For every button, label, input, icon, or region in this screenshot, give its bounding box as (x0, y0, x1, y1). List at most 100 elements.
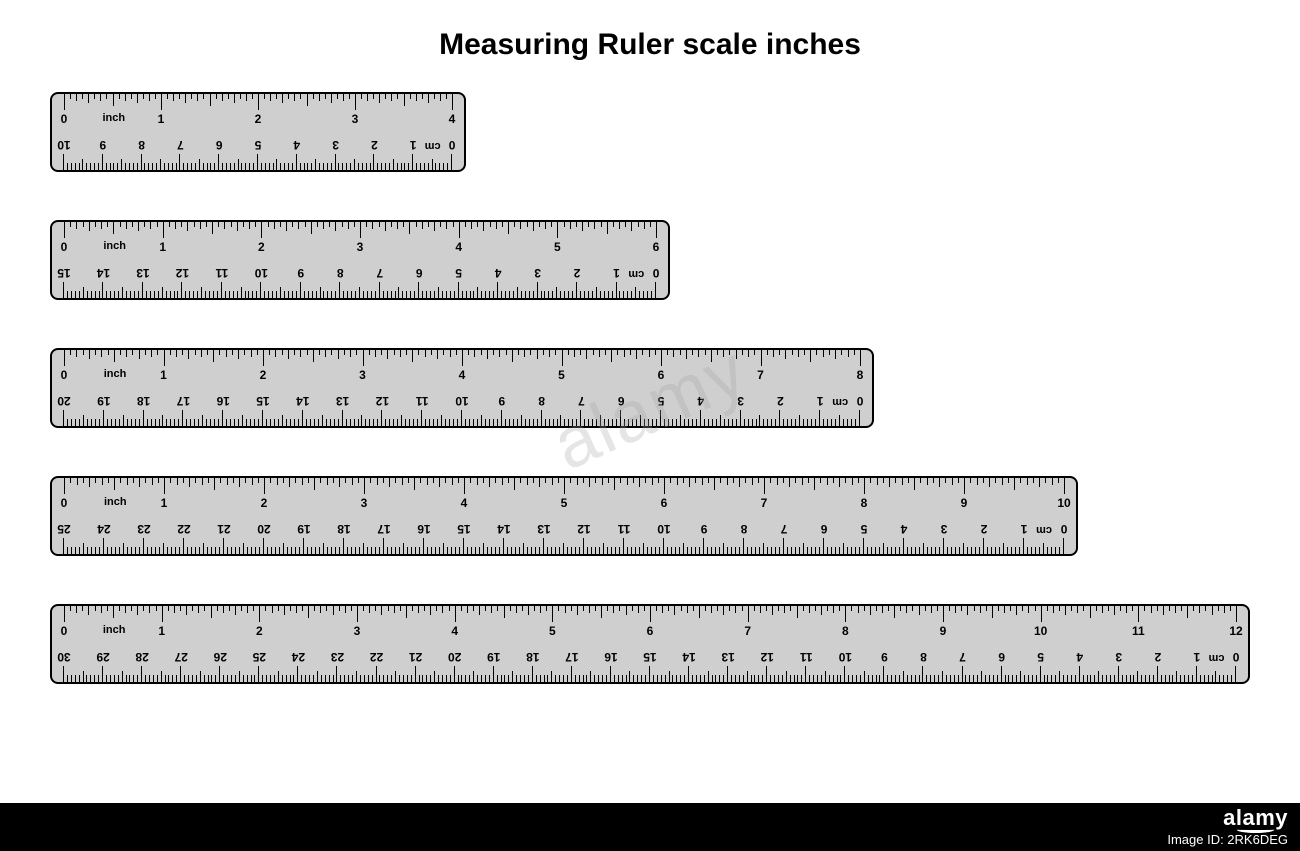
tick (717, 350, 718, 355)
tick (102, 666, 103, 682)
tick (296, 606, 297, 613)
tick (563, 675, 564, 682)
tick (381, 163, 382, 170)
tick (576, 419, 577, 426)
tick (175, 222, 176, 229)
tick (314, 419, 315, 426)
tick (606, 675, 607, 682)
inch-scale: 0123456inch (52, 222, 668, 262)
tick (343, 538, 344, 554)
tick (847, 547, 848, 554)
tick (803, 543, 804, 554)
tick (636, 419, 637, 426)
tick (524, 350, 525, 357)
inch-unit-label: inch (104, 368, 127, 380)
cm-number: 10 (455, 394, 468, 408)
tick (102, 478, 103, 485)
tick (155, 419, 156, 426)
tick (875, 547, 876, 554)
tick (321, 675, 322, 682)
tick (411, 547, 412, 554)
tick (642, 350, 643, 355)
tick (778, 606, 779, 611)
inch-number: 3 (359, 368, 366, 382)
tick (345, 606, 346, 613)
tick (302, 606, 303, 611)
tick (644, 222, 645, 229)
tick (196, 675, 197, 682)
tick (937, 606, 938, 611)
tick (445, 419, 446, 426)
tick (572, 419, 573, 426)
tick (553, 419, 554, 426)
tick (359, 287, 360, 298)
tick (428, 222, 429, 227)
tick (970, 478, 971, 483)
tick (327, 478, 328, 485)
tick (736, 419, 737, 426)
tick (286, 675, 287, 682)
tick (641, 675, 642, 682)
tick (190, 419, 191, 426)
tick (323, 163, 324, 170)
tick (539, 222, 540, 227)
tick (624, 419, 625, 426)
tick (1151, 606, 1152, 613)
tick (552, 606, 553, 622)
tick (668, 419, 669, 426)
cm-number: 17 (177, 394, 190, 408)
tick (439, 478, 440, 487)
tick (533, 222, 534, 231)
tick (143, 410, 144, 426)
tick (1098, 671, 1099, 682)
tick (779, 410, 780, 426)
tick (238, 159, 239, 170)
tick (270, 478, 271, 483)
tick (246, 419, 247, 426)
tick (612, 291, 613, 298)
tick (529, 291, 530, 298)
tick (1015, 547, 1016, 554)
tick (381, 410, 382, 426)
tick (608, 291, 609, 298)
tick (1028, 675, 1029, 682)
tick (375, 291, 376, 298)
tick (510, 606, 511, 611)
tick (567, 675, 568, 682)
tick (79, 163, 80, 170)
tick (362, 415, 363, 426)
tick (301, 675, 302, 682)
tick (1023, 538, 1024, 554)
cm-scale: 012345678910cm (52, 130, 464, 170)
tick (161, 671, 162, 682)
tick (347, 547, 348, 554)
tick (119, 547, 120, 554)
tick (351, 606, 352, 611)
tick (247, 547, 248, 554)
tick (1055, 675, 1056, 682)
tick (614, 675, 615, 682)
tick (71, 419, 72, 426)
tick (79, 675, 80, 682)
tick (227, 547, 228, 554)
tick (414, 291, 415, 298)
tick (1126, 675, 1127, 682)
cm-number: 19 (487, 650, 500, 664)
tick (856, 675, 857, 682)
tick (397, 419, 398, 426)
cm-number: 10 (255, 266, 268, 280)
tick (259, 606, 260, 622)
tick (350, 350, 351, 357)
tick (423, 538, 424, 554)
tick (823, 538, 824, 554)
tick (525, 291, 526, 298)
tick (951, 547, 952, 554)
tick (876, 675, 877, 682)
tick (213, 291, 214, 298)
tick (516, 606, 517, 613)
tick (379, 675, 380, 682)
tick (135, 547, 136, 554)
tick (935, 547, 936, 554)
cm-number: 25 (253, 650, 266, 664)
watermark-logo: alamy (1223, 805, 1288, 831)
